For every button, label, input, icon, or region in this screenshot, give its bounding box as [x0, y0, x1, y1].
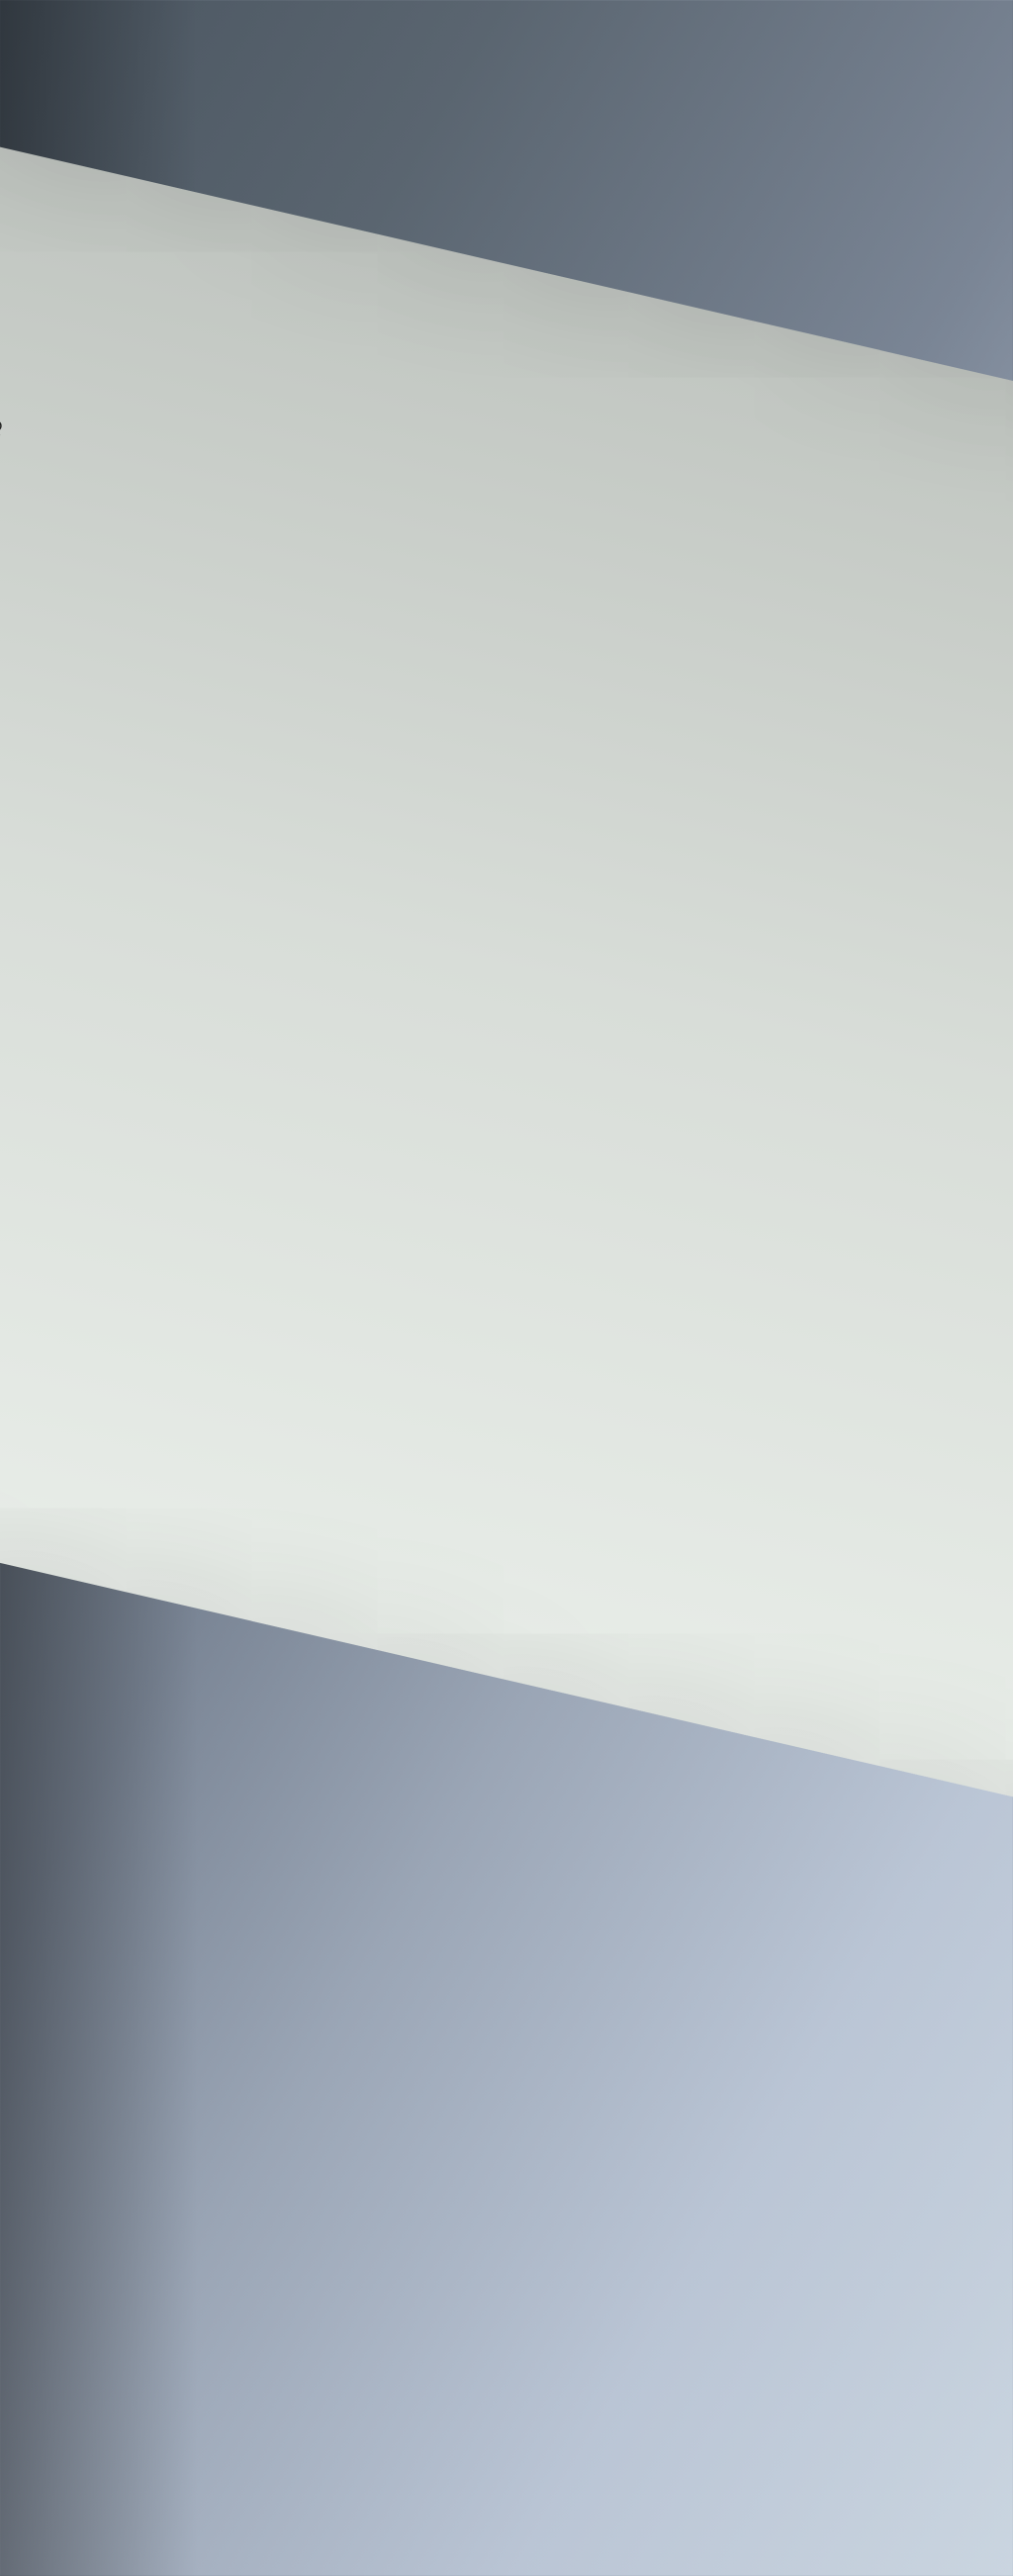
figure-caption: Fig. 8.20	[0, 230, 36, 707]
figure-area: A D B C Q P Fig. 8.20	[0, 140, 30, 704]
textbook-page: Quadrilaterals 147 9. In parallelogram A…	[0, 18, 1013, 2015]
